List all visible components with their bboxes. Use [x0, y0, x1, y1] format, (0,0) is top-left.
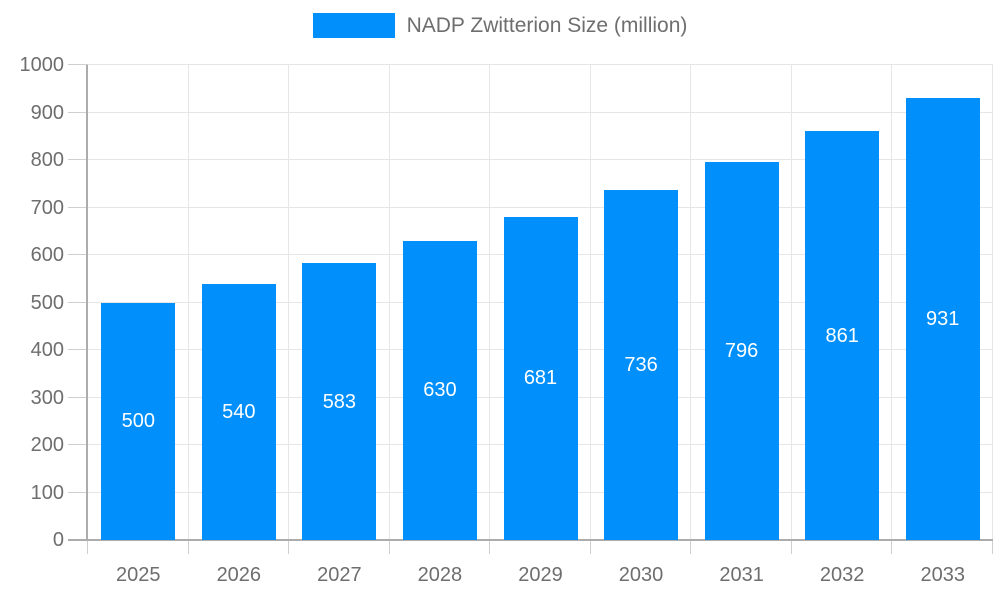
- bar-value-label: 583: [322, 390, 357, 413]
- bar-value-label: 931: [926, 307, 960, 330]
- y-axis-tick: [68, 396, 88, 398]
- x-axis-tick: [790, 540, 792, 554]
- legend-item[interactable]: NADP Zwitterion Size (million): [312, 13, 688, 38]
- bar-2032[interactable]: 861: [805, 131, 880, 540]
- bar-2027[interactable]: 583: [302, 263, 377, 540]
- bar-value-label: 500: [121, 410, 155, 433]
- y-axis-label: 500: [30, 291, 64, 314]
- bar-2025[interactable]: 500: [101, 302, 176, 540]
- y-axis-tick: [68, 64, 88, 65]
- y-axis-label: 200: [30, 434, 64, 456]
- legend-label: NADP Zwitterion Size (million): [406, 14, 688, 37]
- y-axis-label: 100: [30, 481, 64, 504]
- x-gridline: [891, 65, 893, 540]
- legend: NADP Zwitterion Size (million): [0, 13, 1000, 38]
- x-gridline: [690, 65, 692, 540]
- y-axis-tick: [68, 444, 88, 445]
- x-axis-label: 2029: [518, 564, 563, 586]
- y-axis-label: 700: [30, 196, 64, 219]
- legend-swatch-icon: [312, 13, 395, 38]
- y-axis-tick: [68, 491, 88, 493]
- y-axis-tick: [68, 206, 88, 208]
- y-axis-label: 400: [30, 339, 64, 361]
- y-axis-tick: [68, 159, 88, 160]
- x-axis-tick: [589, 540, 591, 554]
- x-axis-tick: [489, 540, 491, 554]
- bar-2029[interactable]: 681: [503, 216, 578, 540]
- bar-value-label: 861: [825, 324, 859, 347]
- x-axis-label: 2031: [719, 564, 764, 586]
- y-axis-label: 900: [30, 101, 64, 124]
- bar-value-label: 540: [222, 400, 256, 423]
- bar-2028[interactable]: 630: [402, 240, 477, 540]
- x-gridline: [489, 65, 491, 540]
- x-axis-label: 2026: [216, 564, 262, 586]
- y-gridline: [88, 64, 993, 65]
- y-gridline: [88, 111, 993, 113]
- y-axis-label: 800: [30, 149, 64, 171]
- y-axis-label: 1000: [19, 54, 65, 76]
- x-axis-tick: [388, 540, 390, 554]
- bar-2033[interactable]: 931: [905, 97, 980, 540]
- y-axis-label: 600: [30, 244, 64, 266]
- x-gridline: [992, 65, 993, 540]
- bar-2026[interactable]: 540: [201, 283, 276, 540]
- x-axis-label: 2025: [116, 564, 161, 586]
- x-axis-label: 2033: [920, 564, 965, 586]
- y-gridline: [88, 206, 993, 208]
- x-axis-tick: [891, 540, 893, 554]
- x-axis-label: 2032: [819, 564, 865, 586]
- bar-value-label: 736: [624, 354, 658, 377]
- y-axis-tick: [68, 349, 88, 350]
- bar-value-label: 681: [523, 367, 558, 390]
- y-axis-line: [86, 65, 88, 540]
- x-axis-label: 2030: [618, 564, 664, 586]
- y-axis-tick: [68, 111, 88, 113]
- x-axis-tick: [690, 540, 692, 554]
- x-axis-line: [68, 539, 993, 541]
- x-axis-tick: [187, 540, 189, 554]
- y-axis-tick: [68, 301, 88, 303]
- x-axis-tick: [288, 540, 290, 554]
- bar-value-label: 796: [724, 339, 759, 362]
- y-gridline: [88, 159, 993, 160]
- x-gridline: [589, 65, 591, 540]
- x-gridline: [288, 65, 290, 540]
- bar-2030[interactable]: 736: [604, 190, 679, 540]
- x-axis-label: 2028: [417, 564, 463, 586]
- bar-value-label: 630: [423, 379, 457, 402]
- y-axis-tick: [68, 254, 88, 255]
- x-gridline: [187, 65, 189, 540]
- x-axis-tick: [87, 540, 88, 554]
- y-axis-label: 0: [52, 529, 64, 551]
- x-axis-tick: [992, 540, 993, 554]
- x-gridline: [388, 65, 390, 540]
- y-axis-label: 300: [30, 386, 64, 409]
- x-axis-label: 2027: [317, 564, 362, 586]
- x-gridline: [790, 65, 792, 540]
- bar-2031[interactable]: 796: [704, 161, 779, 540]
